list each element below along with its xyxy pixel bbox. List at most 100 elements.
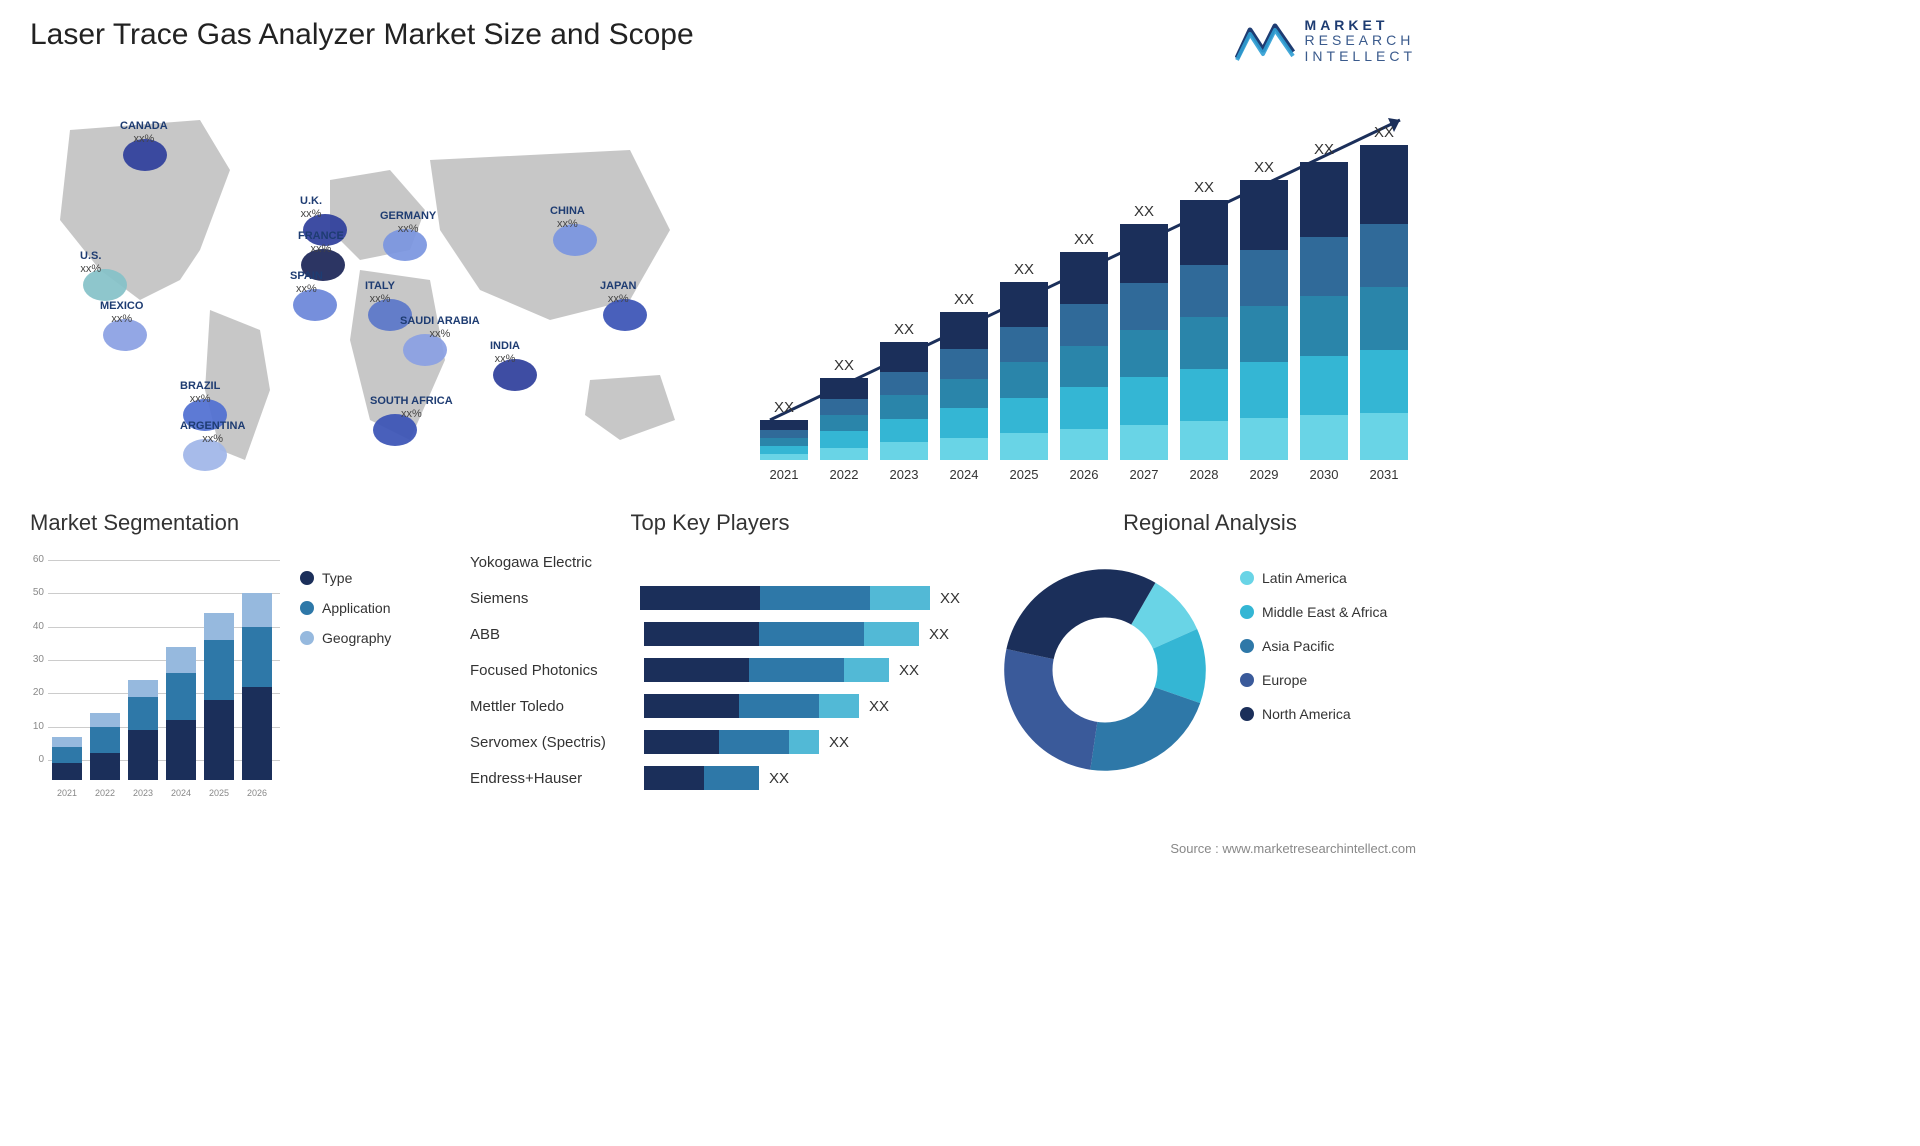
growth-bar-xlabel: 2022 xyxy=(820,467,868,482)
growth-bar-xlabel: 2021 xyxy=(760,467,808,482)
segmentation-bar-2026 xyxy=(242,593,272,780)
player-value: XX xyxy=(829,734,849,751)
segmentation-bar-2023 xyxy=(128,680,158,780)
regional-legend-item: Asia Pacific xyxy=(1240,638,1387,654)
map-label-u-k-: U.K.xx% xyxy=(300,195,322,221)
map-label-argentina: ARGENTINAxx% xyxy=(180,420,245,446)
player-row: ABB XX xyxy=(470,622,960,646)
player-bar xyxy=(644,730,819,754)
logo-line2: RESEARCH xyxy=(1305,33,1416,48)
player-row: Endress+Hauser XX xyxy=(470,766,960,790)
growth-bar-2031 xyxy=(1360,145,1408,460)
segmentation-ylabel: 0 xyxy=(30,754,44,765)
growth-bar-xlabel: 2031 xyxy=(1360,467,1408,482)
player-row: Servomex (Spectris)XX xyxy=(470,730,960,754)
source-attribution: Source : www.marketresearchintellect.com xyxy=(1170,841,1416,856)
player-label: ABB xyxy=(470,626,640,643)
growth-bar-toplabel: XX xyxy=(1360,124,1408,141)
top-key-players-title: Top Key Players xyxy=(460,510,960,536)
player-label: Focused Photonics xyxy=(470,662,640,679)
player-label: Endress+Hauser xyxy=(470,770,640,787)
player-label: Yokogawa Electric xyxy=(470,554,640,571)
map-label-u-s-: U.S.xx% xyxy=(80,250,101,276)
segmentation-xlabel: 2022 xyxy=(90,788,120,798)
player-bar xyxy=(640,586,930,610)
growth-bar-2023 xyxy=(880,342,928,460)
growth-bar-2026 xyxy=(1060,252,1108,460)
growth-bar-toplabel: XX xyxy=(1240,159,1288,176)
growth-bar-toplabel: XX xyxy=(1180,179,1228,196)
growth-bar-2028 xyxy=(1180,200,1228,460)
player-value: XX xyxy=(869,698,889,715)
growth-bar-toplabel: XX xyxy=(1000,261,1048,278)
growth-bar-xlabel: 2025 xyxy=(1000,467,1048,482)
map-label-china: CHINAxx% xyxy=(550,205,585,231)
growth-bar-xlabel: 2023 xyxy=(880,467,928,482)
segmentation-legend: Type Application Geography xyxy=(300,570,391,646)
growth-bar-xlabel: 2028 xyxy=(1180,467,1228,482)
growth-bar-toplabel: XX xyxy=(1120,203,1168,220)
segmentation-bar-2022 xyxy=(90,713,120,780)
growth-bar-xlabel: 2026 xyxy=(1060,467,1108,482)
market-segmentation-title: Market Segmentation xyxy=(30,510,420,536)
player-value: XX xyxy=(769,770,789,787)
regional-analysis-title: Regional Analysis xyxy=(990,510,1430,536)
segmentation-ylabel: 30 xyxy=(30,654,44,665)
player-value: XX xyxy=(929,626,949,643)
growth-bar-2027 xyxy=(1120,224,1168,460)
growth-bar-xlabel: 2029 xyxy=(1240,467,1288,482)
segmentation-ylabel: 40 xyxy=(30,621,44,632)
map-label-south-africa: SOUTH AFRICAxx% xyxy=(370,395,453,421)
segmentation-ylabel: 60 xyxy=(30,554,44,565)
regional-analysis-section: Regional Analysis Latin America Middle Ea… xyxy=(990,510,1430,810)
growth-bar-toplabel: XX xyxy=(1300,141,1348,158)
growth-bar-2029 xyxy=(1240,180,1288,460)
segmentation-legend-item: Application xyxy=(300,600,391,616)
segmentation-xlabel: 2023 xyxy=(128,788,158,798)
growth-bar-2030 xyxy=(1300,162,1348,460)
segmentation-ylabel: 20 xyxy=(30,687,44,698)
logo-mark-icon xyxy=(1235,20,1295,62)
map-label-mexico: MEXICOxx% xyxy=(100,300,143,326)
map-label-canada: CANADAxx% xyxy=(120,120,168,146)
map-label-france: FRANCExx% xyxy=(298,230,344,256)
growth-bar-xlabel: 2030 xyxy=(1300,467,1348,482)
player-bar xyxy=(644,694,859,718)
segmentation-bar-chart: 0102030405060 202120222023202420252026 xyxy=(30,560,280,800)
map-label-india: INDIAxx% xyxy=(490,340,520,366)
segmentation-bar-2021 xyxy=(52,737,82,780)
regional-legend-item: Middle East & Africa xyxy=(1240,604,1387,620)
map-label-brazil: BRAZILxx% xyxy=(180,380,220,406)
player-label: Mettler Toledo xyxy=(470,698,640,715)
player-label: Siemens xyxy=(470,590,636,607)
growth-bar-toplabel: XX xyxy=(760,399,808,416)
segmentation-ylabel: 50 xyxy=(30,587,44,598)
growth-bar-2021 xyxy=(760,420,808,460)
map-label-spain: SPAINxx% xyxy=(290,270,323,296)
growth-bar-toplabel: XX xyxy=(820,357,868,374)
player-bar xyxy=(644,766,759,790)
player-bar xyxy=(644,622,919,646)
segmentation-xlabel: 2021 xyxy=(52,788,82,798)
segmentation-xlabel: 2024 xyxy=(166,788,196,798)
player-value: XX xyxy=(899,662,919,679)
player-row: SiemensXX xyxy=(470,586,960,610)
growth-bar-toplabel: XX xyxy=(940,291,988,308)
regional-donut-chart xyxy=(1000,565,1210,775)
player-row: Yokogawa Electric xyxy=(470,550,960,574)
player-row: Focused Photonics XX xyxy=(470,658,960,682)
segmentation-legend-item: Type xyxy=(300,570,391,586)
header: Laser Trace Gas Analyzer Market Size and… xyxy=(30,18,1416,64)
page-title: Laser Trace Gas Analyzer Market Size and… xyxy=(30,18,694,52)
world-map: CANADAxx% U.S.xx% MEXICOxx% BRAZILxx% ARGENT… xyxy=(30,90,710,490)
growth-bar-toplabel: XX xyxy=(1060,231,1108,248)
brand-logo: MARKET RESEARCH INTELLECT xyxy=(1235,18,1416,64)
regional-legend-item: North America xyxy=(1240,706,1387,722)
growth-bar-toplabel: XX xyxy=(880,321,928,338)
market-segmentation-section: Market Segmentation 0102030405060 202120… xyxy=(30,510,420,810)
segmentation-legend-item: Geography xyxy=(300,630,391,646)
growth-bar-2022 xyxy=(820,378,868,460)
regional-legend-item: Latin America xyxy=(1240,570,1387,586)
regional-legend-item: Europe xyxy=(1240,672,1387,688)
segmentation-xlabel: 2025 xyxy=(204,788,234,798)
